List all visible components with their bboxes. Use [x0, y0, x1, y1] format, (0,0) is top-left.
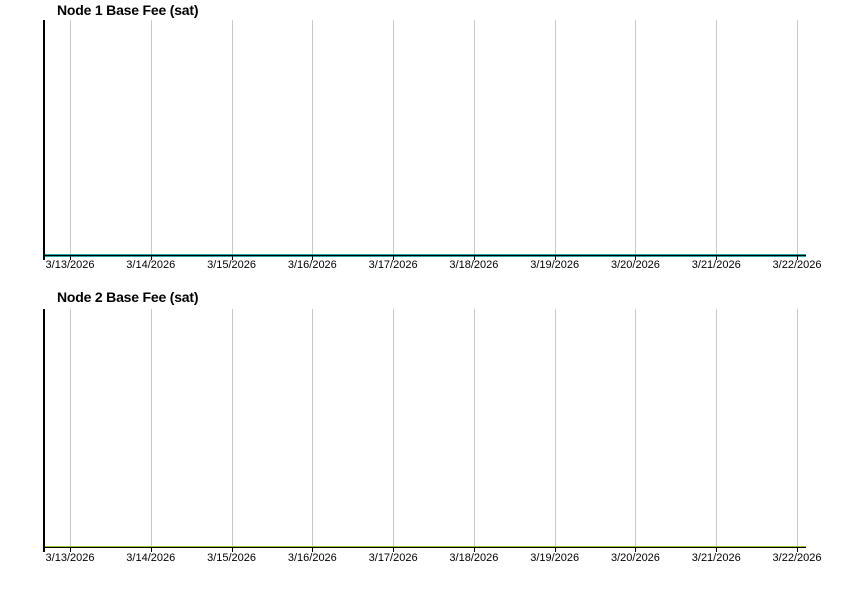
x-axis-tick: [473, 548, 475, 552]
x-axis-labels-node-1: 3/13/2026 3/14/2026 3/15/2026 3/16/2026 …: [43, 258, 822, 273]
gridline: [554, 20, 556, 256]
gridline: [716, 309, 718, 548]
gridline: [797, 20, 799, 256]
x-axis-label: 3/21/2026: [691, 259, 741, 271]
x-axis-label: 3/15/2026: [207, 259, 257, 271]
x-axis-tick: [797, 548, 799, 552]
gridline: [473, 309, 475, 548]
x-axis-tick: [635, 548, 637, 552]
gridline: [797, 309, 799, 548]
x-axis-label: 3/16/2026: [287, 259, 337, 271]
x-axis-tick: [716, 548, 718, 552]
gridline: [635, 309, 637, 548]
plot-area-node-1: [43, 20, 806, 260]
x-axis-tick: [312, 256, 314, 260]
x-axis-label: 3/18/2026: [449, 259, 499, 271]
y-axis: [43, 20, 45, 260]
x-axis-tick: [635, 256, 637, 260]
x-axis-tick: [393, 548, 395, 552]
chart-title-node-1: Node 1 Base Fee (sat): [57, 2, 199, 18]
x-axis-label: 3/22/2026: [772, 259, 822, 271]
gridline: [473, 20, 475, 256]
x-axis-label: 3/17/2026: [368, 552, 418, 564]
gridline: [393, 20, 395, 256]
x-axis: [43, 547, 806, 548]
x-axis-tick: [716, 256, 718, 260]
gridline: [150, 309, 152, 548]
x-axis-label: 3/20/2026: [610, 259, 660, 271]
x-axis-label: 3/17/2026: [368, 259, 418, 271]
x-axis-tick: [150, 256, 152, 260]
gridline: [312, 309, 314, 548]
x-axis-label: 3/15/2026: [207, 552, 257, 564]
x-axis-tick: [554, 256, 556, 260]
x-axis-label: 3/19/2026: [530, 552, 580, 564]
x-axis-label: 3/18/2026: [449, 552, 499, 564]
gridline: [70, 20, 71, 256]
chart-title-node-2: Node 2 Base Fee (sat): [57, 289, 199, 305]
gridline: [70, 309, 71, 548]
gridline: [716, 20, 718, 256]
x-axis-tick: [231, 548, 233, 552]
gridline: [231, 309, 233, 548]
x-axis-label: 3/21/2026: [691, 552, 741, 564]
x-axis-labels-node-2: 3/13/2026 3/14/2026 3/15/2026 3/16/2026 …: [43, 551, 822, 566]
x-axis-label: 3/14/2026: [126, 259, 176, 271]
x-axis-tick: [70, 256, 71, 260]
gridline: [150, 20, 152, 256]
x-axis-label: 3/16/2026: [287, 552, 337, 564]
x-axis: [43, 255, 806, 256]
y-axis: [43, 309, 45, 552]
x-axis-label: 3/19/2026: [530, 259, 580, 271]
gridline: [231, 20, 233, 256]
x-axis-tick: [797, 256, 799, 260]
gridline: [554, 309, 556, 548]
x-axis-tick: [393, 256, 395, 260]
x-axis-label: 3/14/2026: [126, 552, 176, 564]
gridline: [393, 309, 395, 548]
x-axis-tick: [473, 256, 475, 260]
gridline: [635, 20, 637, 256]
x-axis-tick: [312, 548, 314, 552]
plot-area-node-2: [43, 309, 806, 552]
x-axis-tick: [70, 548, 71, 552]
x-axis-label: 3/22/2026: [772, 552, 822, 564]
x-axis-tick: [554, 548, 556, 552]
x-axis-label: 3/13/2026: [45, 259, 95, 271]
x-axis-label: 3/20/2026: [610, 552, 660, 564]
x-axis-label: 3/13/2026: [45, 552, 95, 564]
gridline: [312, 20, 314, 256]
x-axis-tick: [231, 256, 233, 260]
x-axis-tick: [150, 548, 152, 552]
